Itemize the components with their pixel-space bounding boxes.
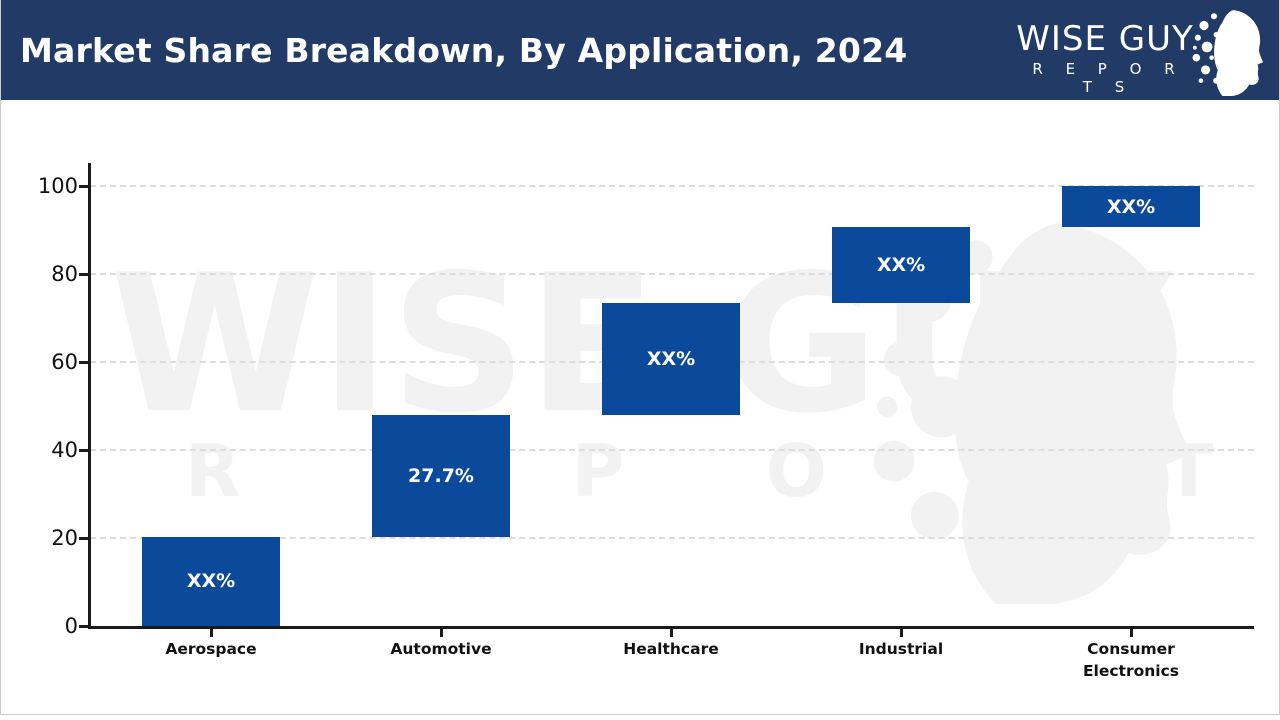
gridline [90,273,1254,275]
x-axis-category-label: Aerospace [165,640,257,658]
brand-face-icon [1192,10,1264,96]
x-axis-tick [900,628,903,637]
bar-healthcare: XX% [602,302,740,415]
bar-value-label: XX% [186,570,236,593]
y-axis-tick-label: 100 [37,174,78,198]
gridline [90,537,1254,539]
y-axis-tick-label: 40 [51,438,78,462]
brand-name: WISE GUY [1016,19,1194,59]
watermark-face-graphic [873,223,1190,604]
bar-consumer-electronics: XX% [1062,186,1200,228]
x-axis-tick [670,628,673,637]
x-axis-category-label: Healthcare [623,640,719,658]
y-axis-tick-label: 80 [51,262,78,286]
brand-logo: WISE GUY R E P O R T S [1016,4,1266,96]
gridline [90,449,1254,451]
x-axis-tick [210,628,213,637]
brand-logo-text: WISE GUY R E P O R T S [1016,19,1194,96]
x-axis-category-label: Industrial [858,640,944,658]
bar-automotive: 27.7% [372,414,510,537]
bar-value-label: XX% [646,347,696,370]
bar-value-label: XX% [876,253,926,276]
y-axis-tick [79,625,88,628]
x-axis-tick [440,628,443,637]
bar-aerospace: XX% [142,536,280,626]
y-axis-tick [79,449,88,452]
brand-subname: R E P O R T S [1032,59,1184,96]
x-axis-tick [1130,628,1133,637]
y-axis-tick [79,185,88,188]
y-axis-tick [79,537,88,540]
bar-value-label: 27.7% [408,464,474,487]
y-axis-tick-label: 0 [64,614,78,638]
bar-industrial: XX% [832,227,970,303]
y-axis-tick [79,361,88,364]
x-axis-line [88,626,1254,629]
y-axis-tick-label: 60 [51,350,78,374]
y-axis-line [88,163,91,628]
gridline [90,185,1254,187]
x-axis-category-label: Consumer Electronics [1082,640,1180,680]
chart-title: Market Share Breakdown, By Application, … [20,30,908,70]
header-bar: Market Share Breakdown, By Application, … [0,0,1280,100]
y-axis-tick [79,273,88,276]
bar-value-label: XX% [1106,195,1156,218]
x-axis-category-label: Automotive [390,640,492,658]
y-axis-tick-label: 20 [51,526,78,550]
